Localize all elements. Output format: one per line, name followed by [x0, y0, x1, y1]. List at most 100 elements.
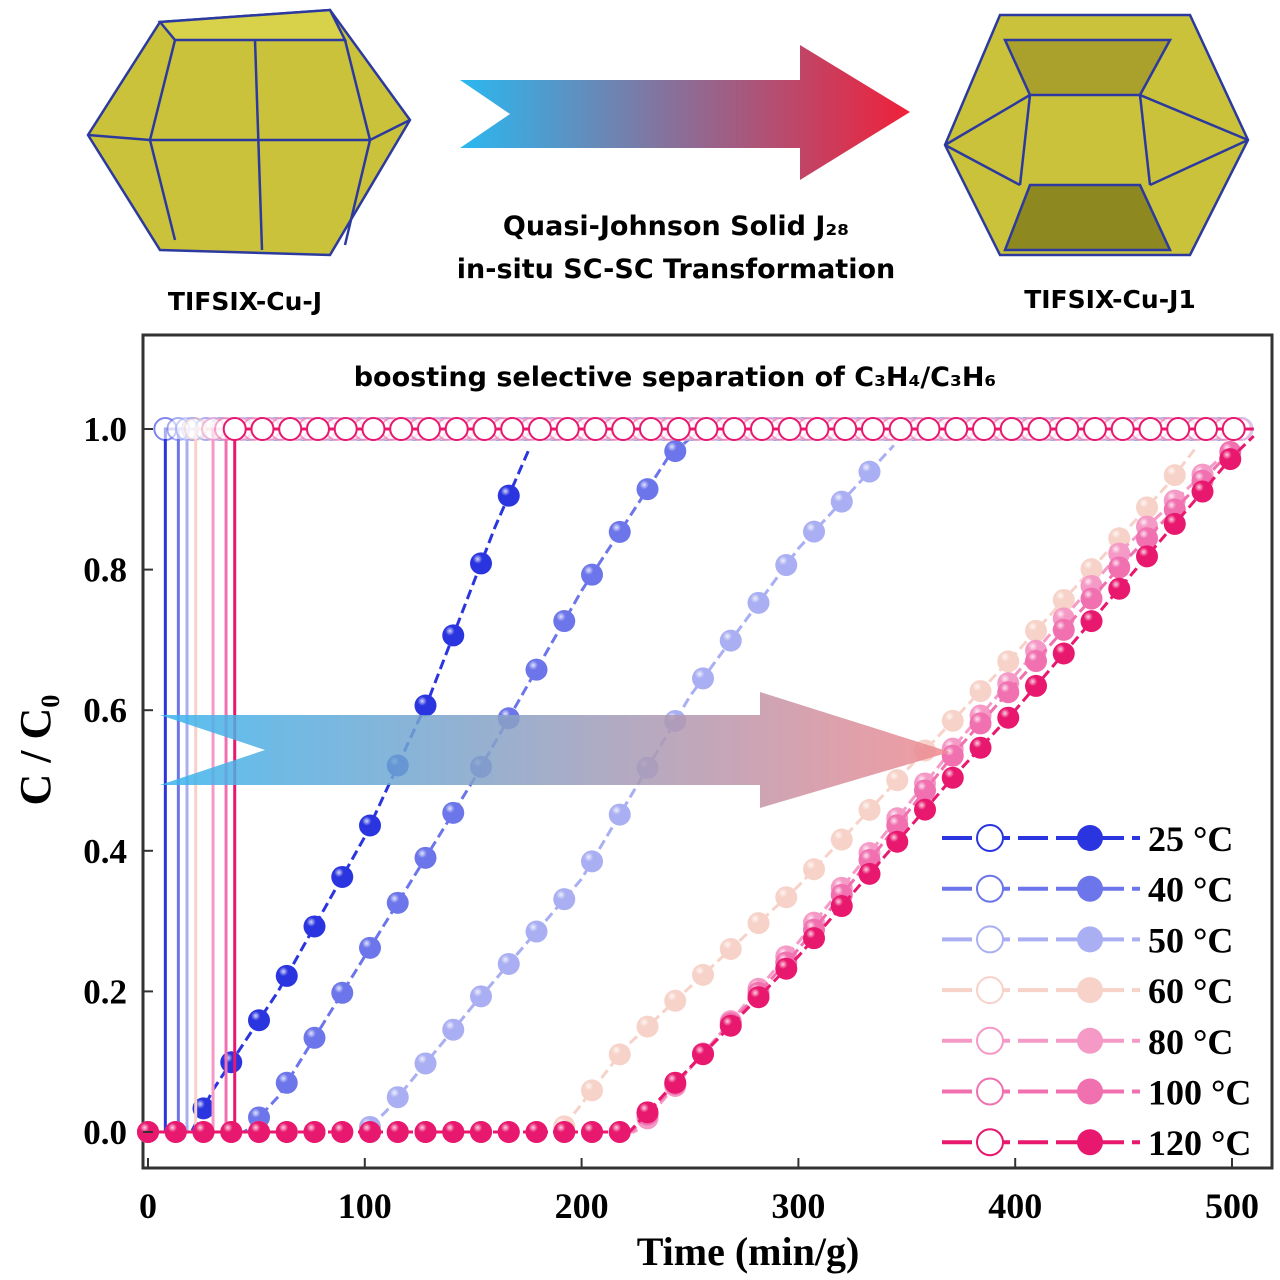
- marker-highlight: [1136, 545, 1159, 568]
- marker-highlight: [664, 989, 687, 1012]
- marker-highlight: [303, 1026, 326, 1049]
- open-marker: [222, 417, 247, 441]
- marker-highlight: [858, 460, 881, 483]
- y-tick-label: 1.0: [83, 410, 127, 449]
- open-marker: [583, 417, 608, 441]
- marker-highlight: [1163, 464, 1186, 487]
- marker-highlight: [220, 1051, 243, 1074]
- marker-highlight: [470, 1121, 493, 1143]
- y-tick-label: 0.6: [83, 691, 127, 730]
- open-marker: [722, 417, 747, 441]
- open-marker: [916, 417, 941, 441]
- caption-line-1: Quasi-Johnson Solid J₂₈: [503, 211, 849, 242]
- open-marker: [971, 417, 996, 441]
- open-marker: [278, 417, 303, 441]
- marker-highlight: [719, 1014, 742, 1037]
- marker-highlight: [914, 798, 937, 821]
- marker-highlight: [858, 798, 881, 821]
- marker-highlight: [331, 1121, 354, 1143]
- open-marker: [860, 417, 885, 441]
- marker-highlight: [941, 744, 964, 767]
- x-tick-label: 0: [139, 1186, 157, 1226]
- legend-label: 25 °C: [1148, 819, 1233, 859]
- open-marker: [638, 417, 663, 441]
- open-marker: [1110, 417, 1135, 441]
- legend-label: 60 °C: [1148, 971, 1233, 1011]
- marker-highlight: [442, 1121, 465, 1143]
- legend-item: 25 °C: [942, 819, 1233, 859]
- marker-highlight: [636, 478, 659, 501]
- open-marker: [361, 417, 386, 441]
- marker-highlight: [1052, 588, 1075, 611]
- legend-filled-marker: [1077, 926, 1103, 953]
- marker-highlight: [553, 1121, 576, 1143]
- marker-highlight: [1080, 558, 1103, 581]
- y-tick-label: 0.8: [83, 551, 127, 590]
- marker-highlight: [386, 1121, 409, 1143]
- marker-highlight: [941, 709, 964, 732]
- marker-highlight: [192, 1097, 215, 1120]
- open-marker: [833, 417, 858, 441]
- legend-open-marker: [976, 925, 1004, 954]
- marker-highlight: [497, 484, 520, 507]
- legend-filled-marker: [1077, 977, 1103, 1004]
- marker-highlight: [692, 667, 715, 690]
- y-tick-label: 0.2: [83, 972, 127, 1011]
- open-marker: [1027, 417, 1052, 441]
- marker-highlight: [359, 1121, 382, 1143]
- marker-highlight: [581, 1121, 604, 1143]
- marker-highlight: [775, 957, 798, 980]
- marker-highlight: [497, 952, 520, 975]
- legend-label: 100 °C: [1148, 1073, 1251, 1113]
- legend-open-marker: [976, 1128, 1004, 1157]
- caption-line-2: in-situ SC-SC Transformation: [457, 254, 895, 285]
- marker-highlight: [359, 936, 382, 959]
- marker-highlight: [442, 1018, 465, 1041]
- legend-filled-marker: [1077, 1078, 1103, 1105]
- marker-highlight: [1108, 556, 1131, 579]
- legend-open-marker: [976, 874, 1004, 903]
- legend-label: 40 °C: [1148, 870, 1233, 910]
- marker-highlight: [1080, 587, 1103, 610]
- marker-highlight: [581, 850, 604, 873]
- x-tick-label: 200: [555, 1186, 609, 1226]
- x-tick-label: 400: [988, 1186, 1042, 1226]
- marker-highlight: [747, 912, 770, 935]
- marker-highlight: [914, 779, 937, 802]
- open-marker: [1138, 417, 1163, 441]
- marker-highlight: [581, 563, 604, 586]
- marker-highlight: [414, 846, 437, 869]
- legend-open-marker: [976, 1077, 1004, 1106]
- marker-highlight: [1136, 496, 1159, 519]
- marker-highlight: [331, 981, 354, 1004]
- legend-filled-marker: [1077, 825, 1103, 851]
- marker-highlight: [386, 891, 409, 914]
- marker-highlight: [1219, 448, 1242, 471]
- marker-highlight: [775, 886, 798, 909]
- open-marker: [527, 417, 552, 441]
- legend-item: 50 °C: [942, 920, 1233, 960]
- marker-highlight: [220, 1121, 243, 1143]
- marker-highlight: [303, 1121, 326, 1143]
- marker-highlight: [664, 440, 687, 463]
- legend-open-marker: [976, 976, 1004, 1005]
- y-tick-label: 0.4: [83, 832, 127, 871]
- x-tick-label: 300: [771, 1186, 825, 1226]
- x-axis-label: Time (min/g): [637, 1229, 860, 1274]
- marker-highlight: [497, 1121, 520, 1143]
- open-marker: [694, 417, 719, 441]
- axes: 0 100 200 300 400 500 0.0 0.2 0.4 0.6 0.8 1.0: [83, 410, 1259, 1226]
- marker-highlight: [248, 1121, 271, 1143]
- marker-highlight: [1052, 618, 1075, 641]
- marker-highlight: [386, 1086, 409, 1109]
- legend-item: 120 °C: [942, 1123, 1251, 1163]
- open-marker: [500, 417, 525, 441]
- marker-highlight: [1108, 577, 1131, 600]
- open-marker: [944, 417, 969, 441]
- marker-highlight: [414, 1121, 437, 1143]
- open-marker: [888, 417, 913, 441]
- legend-open-marker: [976, 1026, 1004, 1055]
- x-tick-label: 500: [1205, 1186, 1259, 1226]
- open-marker: [805, 417, 830, 441]
